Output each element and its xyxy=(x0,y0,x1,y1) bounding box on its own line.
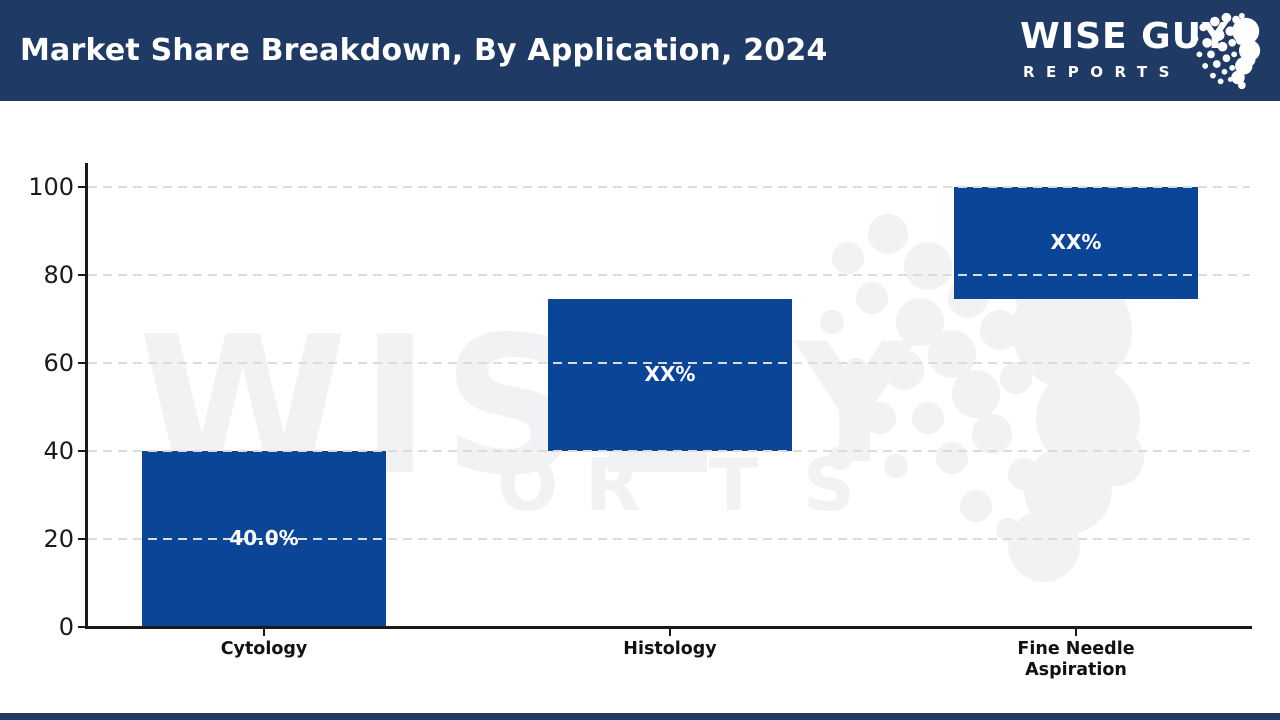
bar xyxy=(954,187,1198,300)
y-tick xyxy=(78,362,86,364)
wise-guy-reports-logo: WISE GUY REPORTS xyxy=(1020,10,1272,92)
gridline xyxy=(88,362,1250,364)
y-axis-line xyxy=(85,163,88,629)
y-tick-label: 40 xyxy=(43,437,74,465)
x-axis-line xyxy=(85,626,1252,629)
logo-dotted-head-icon xyxy=(1192,12,1261,90)
header-band: Market Share Breakdown, By Application, … xyxy=(0,0,1280,101)
x-tick xyxy=(669,629,671,636)
x-category-label: Fine Needle Aspiration xyxy=(1017,639,1135,680)
bar-value-label: 40.0% xyxy=(229,526,299,550)
watermark-letter: T xyxy=(709,443,759,527)
x-category-label: Cytology xyxy=(220,639,308,659)
y-tick-label: 80 xyxy=(43,261,74,289)
gridline xyxy=(88,186,1250,188)
bar-value-label: XX% xyxy=(1050,230,1102,255)
chart-title: Market Share Breakdown, By Application, … xyxy=(20,33,828,68)
y-tick xyxy=(78,626,86,628)
gridline xyxy=(88,450,1250,452)
gridline xyxy=(88,538,1250,540)
y-tick-label: 20 xyxy=(43,525,74,553)
gridline xyxy=(88,274,1250,276)
x-tick xyxy=(263,629,265,636)
x-tick xyxy=(1075,629,1077,636)
bar xyxy=(548,299,792,451)
x-category-label: Histology xyxy=(623,639,717,659)
y-tick-label: 0 xyxy=(58,613,74,641)
watermark-letter: O xyxy=(497,443,559,527)
y-tick-label: 60 xyxy=(43,349,74,377)
watermark-letter: R xyxy=(585,443,641,527)
bar-value-label: XX% xyxy=(644,362,696,387)
logo-brand-subtitle: REPORTS xyxy=(1023,63,1181,81)
footer-band xyxy=(0,713,1280,720)
y-tick-label: 100 xyxy=(28,173,74,201)
y-tick xyxy=(78,450,86,452)
y-tick xyxy=(78,186,86,188)
y-tick xyxy=(78,538,86,540)
y-tick xyxy=(78,274,86,276)
logo-brand-name: WISE GUY xyxy=(1020,16,1230,57)
